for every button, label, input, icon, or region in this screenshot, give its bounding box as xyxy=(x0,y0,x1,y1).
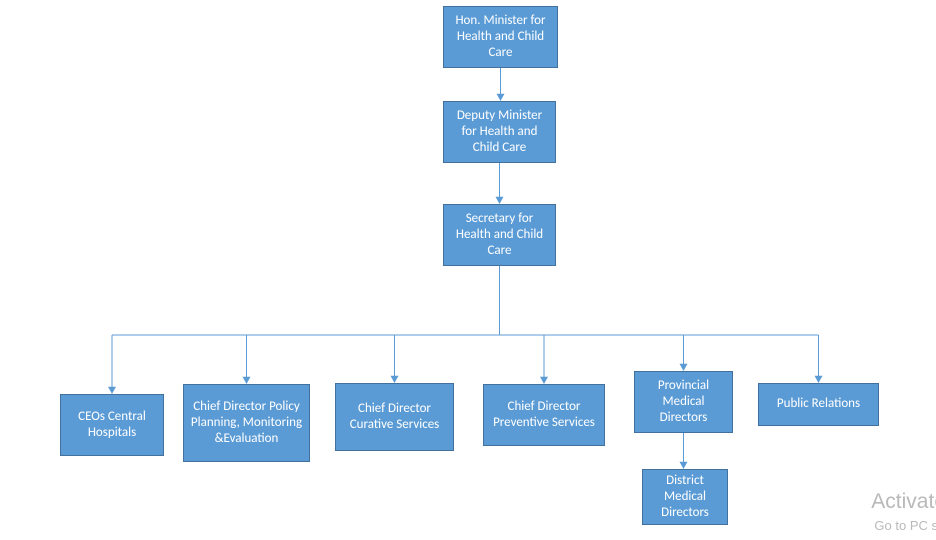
org-node-dmd: District Medical Directors xyxy=(642,469,728,525)
org-node-deputy: Deputy Minister for Health and Child Car… xyxy=(443,101,556,163)
org-node-secretary: Secretary for Health and Child Care xyxy=(443,204,556,266)
org-node-pmd: Provincial Medical Directors xyxy=(634,371,733,433)
org-node-cdpolicy: Chief Director Policy Planning, Monitori… xyxy=(183,384,310,462)
org-node-cdprevent: Chief Director Preventive Services xyxy=(483,384,605,446)
org-node-minister: Hon. Minister for Health and Child Care xyxy=(443,6,558,68)
org-node-ceos: CEOs Central Hospitals xyxy=(60,394,164,456)
org-node-cdcurative: Chief Director Curative Services xyxy=(335,383,454,451)
org-node-pr: Public Relations xyxy=(758,383,879,426)
windows-activate-watermark-subtitle: Go to PC s xyxy=(874,518,936,533)
connector-layer xyxy=(0,0,936,540)
windows-activate-watermark-title: Activate xyxy=(871,490,936,514)
